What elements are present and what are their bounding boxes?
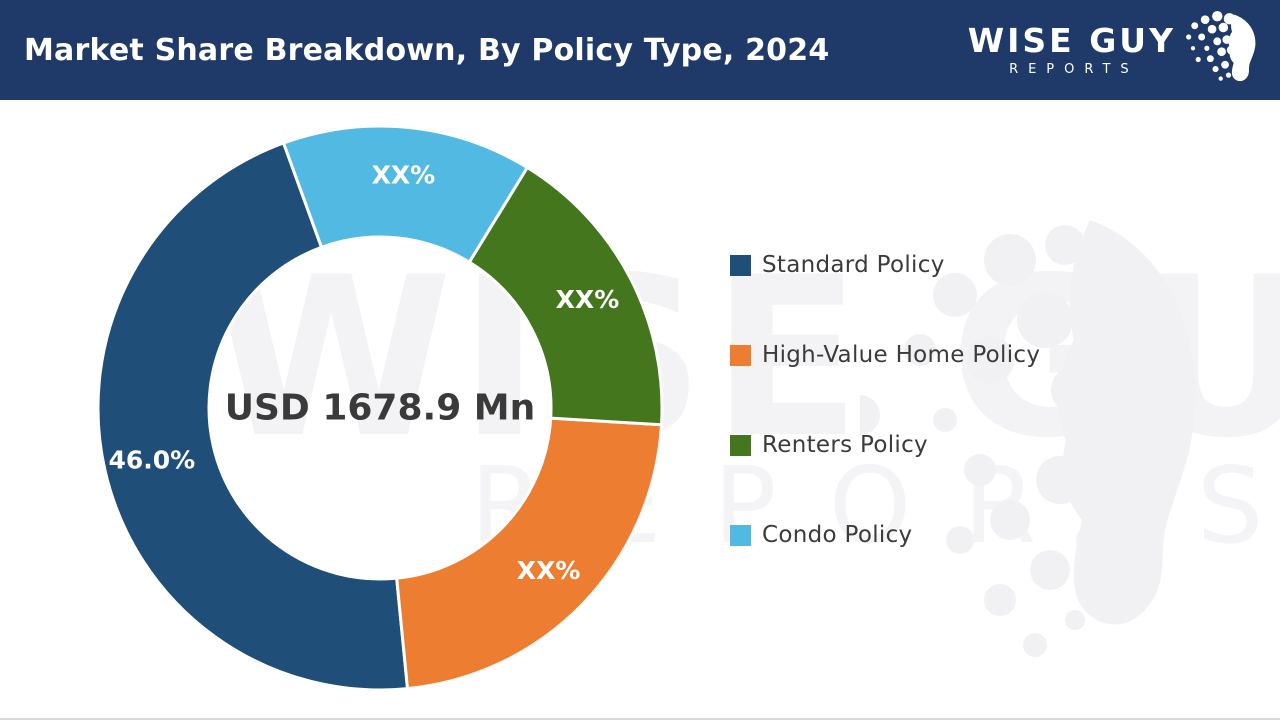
slice-percentage-label: XX% <box>556 285 620 314</box>
legend-swatch-icon <box>730 524 751 546</box>
slice-percentage-label: XX% <box>372 161 436 190</box>
legend-label: High-Value Home Policy <box>762 342 1041 368</box>
donut-slice <box>96 141 410 692</box>
donut-slice <box>395 416 664 691</box>
header-bar: Market Share Breakdown, By Policy Type, … <box>0 0 1280 100</box>
legend-item-high-value-home-policy: High-Value Home Policy <box>730 340 1040 370</box>
legend-label: Condo Policy <box>762 522 913 548</box>
chart-area: WISE GUY REPORTS 46.0%XX%XX%XX%USD 1678.… <box>0 100 1280 718</box>
slice-percentage-label: 46.0% <box>108 445 195 474</box>
logo-text: WISE GUY REPORTS <box>968 24 1176 77</box>
legend-swatch-icon <box>730 344 751 366</box>
page-title: Market Share Breakdown, By Policy Type, … <box>24 32 830 68</box>
legend-swatch-icon <box>730 254 751 276</box>
logo-subtitle: REPORTS <box>1009 61 1139 77</box>
logo: WISE GUY REPORTS <box>968 8 1258 92</box>
watermark-face-icon <box>860 220 1196 657</box>
legend-item-condo-policy: Condo Policy <box>730 520 1040 550</box>
legend: Standard Policy High-Value Home Policy R… <box>730 250 1040 550</box>
slice-percentage-label: XX% <box>517 556 581 585</box>
logo-face-icon <box>1186 11 1256 82</box>
bottom-divider <box>0 718 1280 720</box>
legend-swatch-icon <box>730 434 751 456</box>
legend-item-standard-policy: Standard Policy <box>730 250 1040 280</box>
donut-slice <box>282 124 529 264</box>
donut-chart: 46.0% XX% XX% XX% USD 1678.9 Mn <box>96 124 664 692</box>
donut-slice <box>467 166 664 427</box>
legend-label: Renters Policy <box>762 432 928 458</box>
logo-wordmark: WISE GUY <box>967 20 1176 60</box>
legend-item-renters-policy: Renters Policy <box>730 430 1040 460</box>
legend-label: Standard Policy <box>762 252 945 278</box>
donut-center-value: USD 1678.9 Mn <box>225 388 535 429</box>
